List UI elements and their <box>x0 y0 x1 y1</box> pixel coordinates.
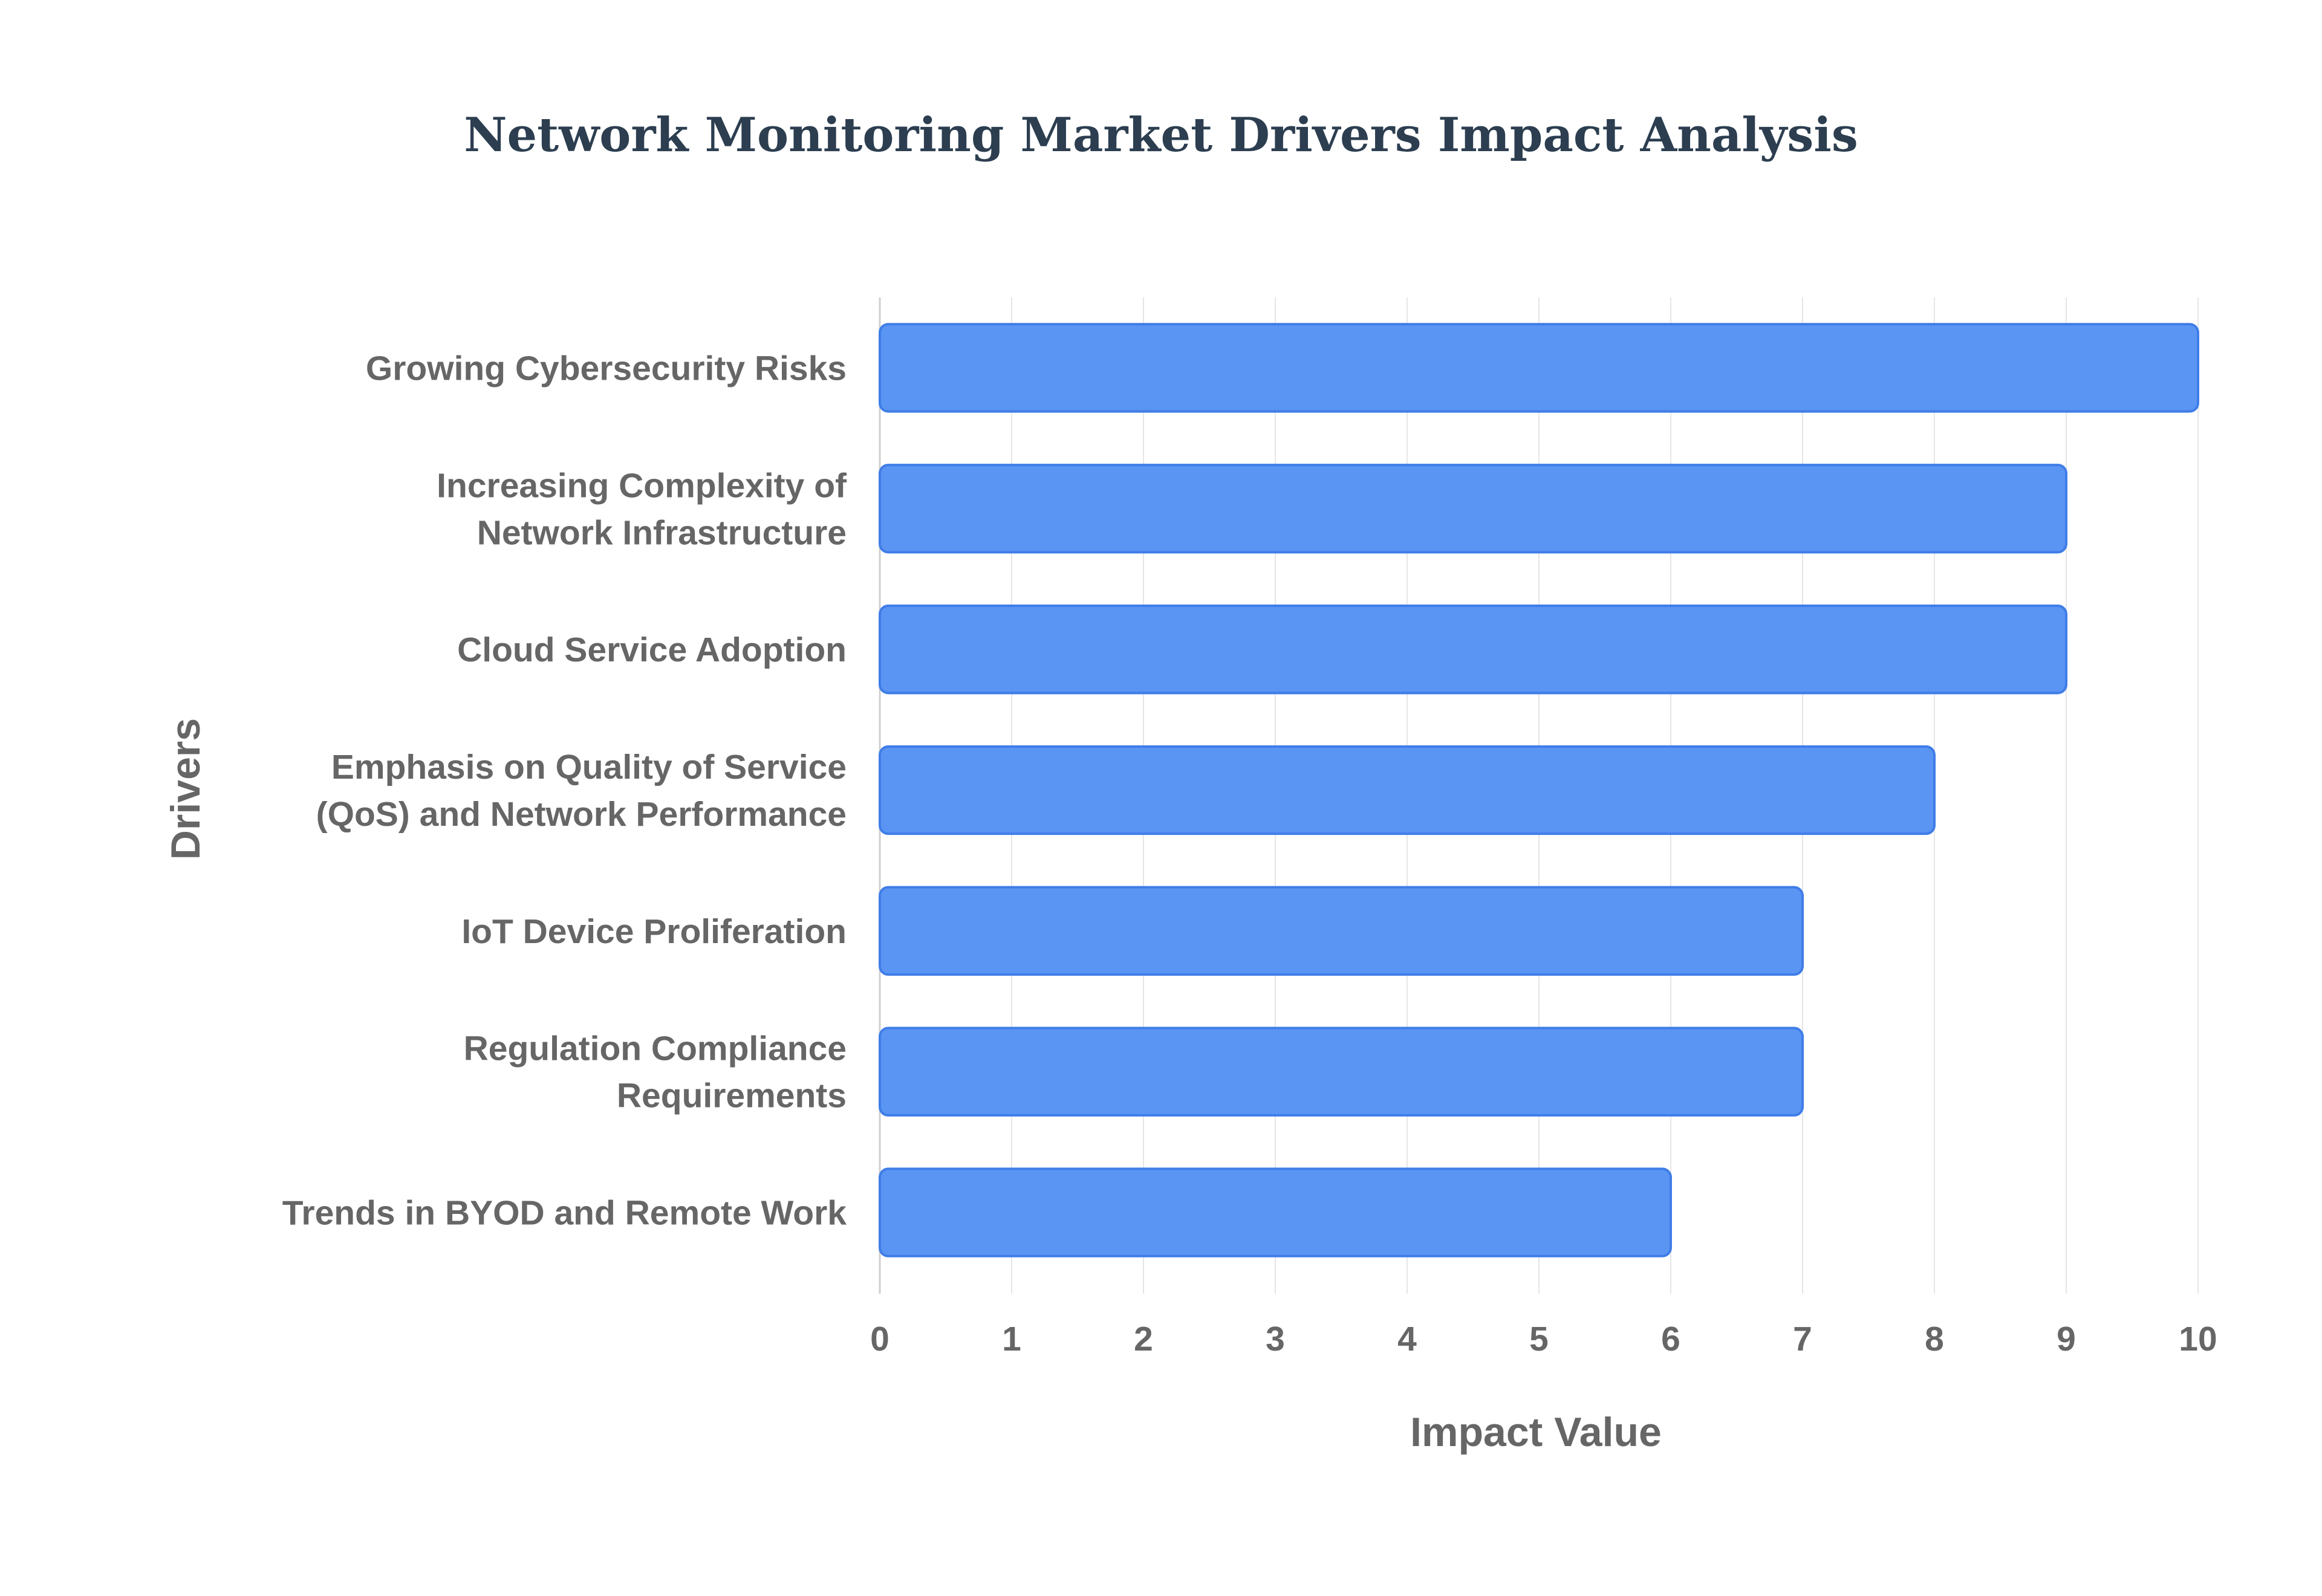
x-tick-label: 2 <box>1134 1320 1153 1358</box>
bar <box>879 323 2199 413</box>
x-tick-label: 7 <box>1793 1320 1812 1358</box>
x-tick-label: 0 <box>870 1320 889 1358</box>
bar <box>879 886 1804 976</box>
x-tick-labels: 0 1 2 3 4 5 6 7 8 9 10 <box>870 1320 2217 1358</box>
category-label: Increasing Complexity of Network Infrastr… <box>437 466 847 552</box>
chart-title: Network Monitoring Market Drivers Impact… <box>464 108 1858 163</box>
category-label: Emphasis on Quality of Service (QoS) and … <box>316 748 847 834</box>
category-label: Cloud Service Adoption <box>457 631 847 669</box>
bars <box>879 323 2199 1257</box>
x-tick-label: 8 <box>1925 1320 1944 1358</box>
x-tick-label: 9 <box>2057 1320 2076 1358</box>
x-tick-label: 5 <box>1529 1320 1549 1358</box>
y-axis-title: Drivers <box>163 718 209 860</box>
category-labels: Growing Cybersecurity Risks Increasing Co… <box>282 349 847 1232</box>
x-axis-title: Impact Value <box>1410 1409 1662 1455</box>
bar <box>879 464 2067 554</box>
x-tick-label: 3 <box>1266 1320 1285 1358</box>
category-label: Trends in BYOD and Remote Work <box>282 1194 847 1233</box>
bar <box>879 1167 1672 1257</box>
category-label: Regulation Compliance Requirements <box>464 1030 847 1115</box>
category-label: Growing Cybersecurity Risks <box>366 349 847 388</box>
bar <box>879 604 2067 695</box>
x-tick-label: 10 <box>2179 1320 2217 1358</box>
x-tick-label: 4 <box>1397 1320 1417 1358</box>
category-label: IoT Device Proliferation <box>461 912 847 951</box>
bar <box>879 745 1936 835</box>
x-tick-label: 1 <box>1002 1320 1021 1358</box>
bar <box>879 1027 1804 1117</box>
x-tick-label: 6 <box>1661 1320 1680 1358</box>
